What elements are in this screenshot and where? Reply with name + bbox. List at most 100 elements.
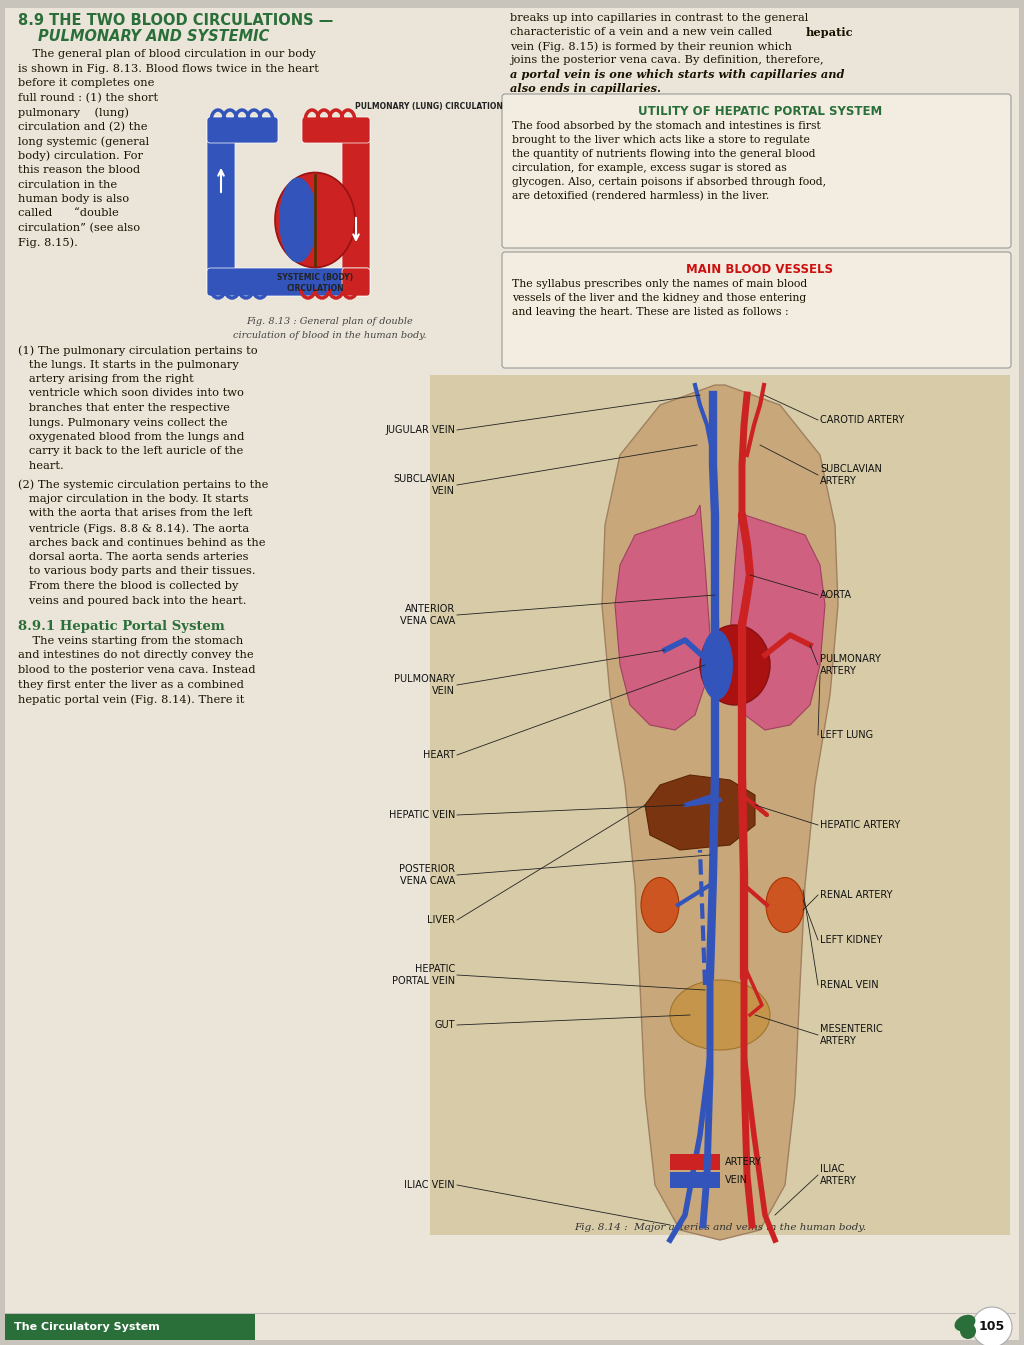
Ellipse shape: [670, 981, 770, 1050]
Text: breaks up into capillaries in contrast to the general: breaks up into capillaries in contrast t…: [510, 13, 808, 23]
Text: circulation and (2) the: circulation and (2) the: [18, 121, 147, 132]
Text: GUT: GUT: [434, 1020, 455, 1030]
Circle shape: [961, 1323, 976, 1340]
Text: before it completes one: before it completes one: [18, 78, 155, 87]
Text: characteristic of a vein and a new vein called: characteristic of a vein and a new vein …: [510, 27, 776, 38]
FancyBboxPatch shape: [502, 94, 1011, 247]
Polygon shape: [645, 775, 755, 850]
Ellipse shape: [954, 1315, 976, 1332]
Text: RENAL VEIN: RENAL VEIN: [820, 981, 879, 990]
Text: circulation in the: circulation in the: [18, 179, 117, 190]
Text: SYSTEMIC (BODY)
CIRCULATION: SYSTEMIC (BODY) CIRCULATION: [276, 273, 353, 293]
Text: the lungs. It starts in the pulmonary: the lungs. It starts in the pulmonary: [18, 359, 239, 370]
Text: they first enter the liver as a combined: they first enter the liver as a combined: [18, 679, 244, 690]
Text: The syllabus prescribes only the names of main blood
vessels of the liver and th: The syllabus prescribes only the names o…: [512, 278, 807, 317]
Text: SUBCLAVIAN
VEIN: SUBCLAVIAN VEIN: [393, 475, 455, 496]
Text: Fig. 8.14 :  Major arteries and veins in the human body.: Fig. 8.14 : Major arteries and veins in …: [573, 1223, 866, 1232]
Text: MAIN BLOOD VESSELS: MAIN BLOOD VESSELS: [686, 264, 834, 276]
Text: HEPATIC
PORTAL VEIN: HEPATIC PORTAL VEIN: [392, 964, 455, 986]
Text: 105: 105: [979, 1321, 1006, 1333]
Text: a portal vein is one which starts with capillaries and: a portal vein is one which starts with c…: [510, 69, 845, 79]
Text: circulation of blood in the human body.: circulation of blood in the human body.: [233, 331, 427, 340]
Polygon shape: [615, 504, 710, 730]
Bar: [430, 375, 1010, 1235]
FancyBboxPatch shape: [342, 268, 370, 296]
Text: AORTA: AORTA: [820, 590, 852, 600]
Text: VEIN: VEIN: [725, 1176, 748, 1185]
FancyBboxPatch shape: [502, 252, 1011, 369]
Text: branches that enter the respective: branches that enter the respective: [18, 404, 229, 413]
Text: The food absorbed by the stomach and intestines is first
brought to the liver wh: The food absorbed by the stomach and int…: [512, 121, 826, 202]
Text: hepatic portal vein (Fig. 8.14). There it: hepatic portal vein (Fig. 8.14). There i…: [18, 694, 245, 705]
Text: CAROTID ARTERY: CAROTID ARTERY: [820, 416, 904, 425]
Text: lungs. Pulmonary veins collect the: lungs. Pulmonary veins collect the: [18, 417, 227, 428]
Text: joins the posterior vena cava. By definition, therefore,: joins the posterior vena cava. By defini…: [510, 55, 823, 65]
Text: ARTERY: ARTERY: [725, 1157, 762, 1167]
Text: full round : (1) the short: full round : (1) the short: [18, 93, 158, 102]
Text: UTILITY OF HEPATIC PORTAL SYSTEM: UTILITY OF HEPATIC PORTAL SYSTEM: [638, 105, 882, 118]
Text: HEPATIC ARTERY: HEPATIC ARTERY: [820, 820, 900, 830]
Text: POSTERIOR
VENA CAVA: POSTERIOR VENA CAVA: [399, 865, 455, 886]
Text: LEFT KIDNEY: LEFT KIDNEY: [820, 935, 883, 946]
Text: LEFT LUNG: LEFT LUNG: [820, 730, 873, 740]
Text: called      “double: called “double: [18, 208, 119, 218]
Text: SUBCLAVIAN
ARTERY: SUBCLAVIAN ARTERY: [820, 464, 882, 486]
FancyBboxPatch shape: [342, 122, 370, 293]
Text: also ends in capillaries.: also ends in capillaries.: [510, 83, 662, 94]
Ellipse shape: [701, 629, 733, 699]
Ellipse shape: [641, 877, 679, 932]
Text: body) circulation. For: body) circulation. For: [18, 151, 143, 161]
Text: carry it back to the left auricle of the: carry it back to the left auricle of the: [18, 447, 244, 456]
Text: ILIAC
ARTERY: ILIAC ARTERY: [820, 1165, 857, 1186]
Polygon shape: [602, 385, 838, 1240]
Text: veins and poured back into the heart.: veins and poured back into the heart.: [18, 596, 247, 605]
FancyBboxPatch shape: [207, 122, 234, 293]
Ellipse shape: [700, 625, 770, 705]
Text: vein (Fig. 8.15) is formed by their reunion which: vein (Fig. 8.15) is formed by their reun…: [510, 40, 792, 51]
Text: From there the blood is collected by: From there the blood is collected by: [18, 581, 239, 590]
Text: blood to the posterior vena cava. Instead: blood to the posterior vena cava. Instea…: [18, 664, 256, 675]
Text: this reason the blood: this reason the blood: [18, 165, 140, 175]
Bar: [670, 1171, 720, 1188]
Text: heart.: heart.: [18, 461, 63, 471]
Text: PULMONARY
VEIN: PULMONARY VEIN: [394, 674, 455, 695]
Text: oxygenated blood from the lungs and: oxygenated blood from the lungs and: [18, 432, 245, 443]
Text: Fig. 8.13 : General plan of double: Fig. 8.13 : General plan of double: [247, 317, 414, 325]
Text: 8.9.1 Hepatic Portal System: 8.9.1 Hepatic Portal System: [18, 620, 224, 633]
Text: HEPATIC VEIN: HEPATIC VEIN: [389, 810, 455, 820]
FancyBboxPatch shape: [207, 117, 278, 143]
Text: artery arising from the right: artery arising from the right: [18, 374, 194, 385]
Text: The Circulatory System: The Circulatory System: [14, 1322, 160, 1332]
FancyBboxPatch shape: [207, 268, 370, 296]
Bar: [5, 1314, 255, 1340]
Text: Fig. 8.15).: Fig. 8.15).: [18, 238, 78, 247]
Text: ventricle which soon divides into two: ventricle which soon divides into two: [18, 389, 244, 398]
Text: The general plan of blood circulation in our body: The general plan of blood circulation in…: [18, 48, 315, 59]
Text: and intestines do not directly convey the: and intestines do not directly convey th…: [18, 651, 254, 660]
Text: The veins starting from the stomach: The veins starting from the stomach: [18, 636, 244, 646]
Text: RENAL ARTERY: RENAL ARTERY: [820, 890, 893, 900]
Text: PULMONARY
ARTERY: PULMONARY ARTERY: [820, 654, 881, 675]
Polygon shape: [730, 504, 825, 730]
Bar: [670, 1154, 720, 1170]
Text: to various body parts and their tissues.: to various body parts and their tissues.: [18, 566, 256, 577]
Text: PULMONARY (LUNG) CIRCULATION: PULMONARY (LUNG) CIRCULATION: [355, 102, 503, 112]
Text: (1) The pulmonary circulation pertains to: (1) The pulmonary circulation pertains t…: [18, 346, 258, 355]
Text: with the aorta that arises from the left: with the aorta that arises from the left: [18, 508, 253, 519]
Ellipse shape: [275, 172, 355, 268]
Text: human body is also: human body is also: [18, 194, 129, 204]
Text: dorsal aorta. The aorta sends arteries: dorsal aorta. The aorta sends arteries: [18, 551, 249, 562]
Text: pulmonary    (lung): pulmonary (lung): [18, 108, 129, 117]
Text: arches back and continues behind as the: arches back and continues behind as the: [18, 538, 265, 547]
Text: is shown in Fig. 8.13. Blood flows twice in the heart: is shown in Fig. 8.13. Blood flows twice…: [18, 63, 318, 74]
Text: LIVER: LIVER: [427, 915, 455, 925]
Text: PULMONARY AND SYSTEMIC: PULMONARY AND SYSTEMIC: [38, 30, 269, 44]
Text: 8.9 THE TWO BLOOD CIRCULATIONS —: 8.9 THE TWO BLOOD CIRCULATIONS —: [18, 13, 333, 28]
Text: ventricle (Figs. 8.8 & 8.14). The aorta: ventricle (Figs. 8.8 & 8.14). The aorta: [18, 523, 249, 534]
Ellipse shape: [279, 178, 317, 262]
Text: hepatic: hepatic: [806, 27, 854, 38]
Text: HEART: HEART: [423, 751, 455, 760]
Text: ANTERIOR
VENA CAVA: ANTERIOR VENA CAVA: [399, 604, 455, 625]
Text: circulation” (see also: circulation” (see also: [18, 223, 140, 233]
Text: MESENTERIC
ARTERY: MESENTERIC ARTERY: [820, 1024, 883, 1046]
